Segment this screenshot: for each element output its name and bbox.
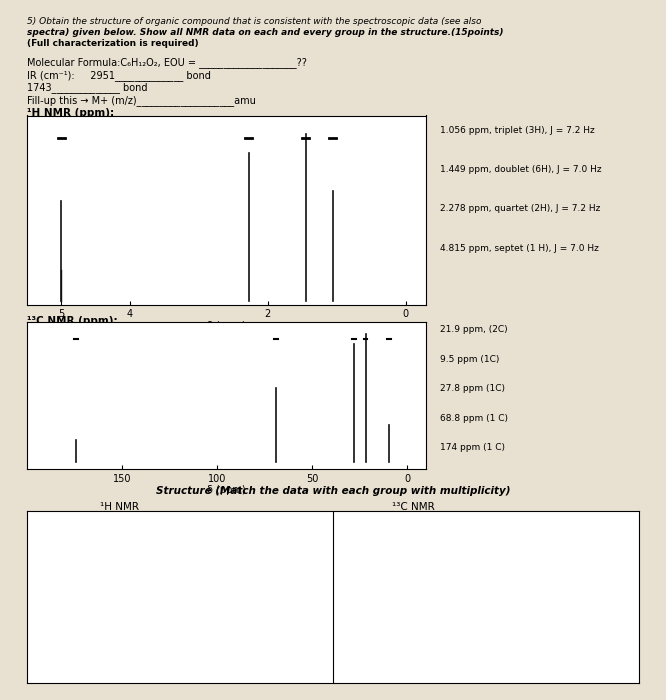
- Text: 27.8 ppm (1C): 27.8 ppm (1C): [440, 384, 505, 393]
- Text: ¹H NMR (ppm):: ¹H NMR (ppm):: [27, 108, 114, 118]
- Text: ¹H NMR: ¹H NMR: [101, 502, 139, 512]
- Text: 21.9 ppm, (2C): 21.9 ppm, (2C): [440, 326, 507, 335]
- Text: Fill-up this → M+ (m/z)____________________amu: Fill-up this → M+ (m/z)_________________…: [27, 95, 256, 106]
- Text: ¹³C NMR (ppm):: ¹³C NMR (ppm):: [27, 316, 117, 326]
- Text: 1.056 ppm, triplet (3H), J = 7.2 Hz: 1.056 ppm, triplet (3H), J = 7.2 Hz: [440, 126, 594, 135]
- Text: 4.815 ppm, septet (1 H), J = 7.0 Hz: 4.815 ppm, septet (1 H), J = 7.0 Hz: [440, 244, 599, 253]
- Text: 1.449 ppm, doublet (6H), J = 7.0 Hz: 1.449 ppm, doublet (6H), J = 7.0 Hz: [440, 165, 601, 174]
- Text: 9.5 ppm (1C): 9.5 ppm (1C): [440, 355, 499, 364]
- Text: ¹³C NMR: ¹³C NMR: [392, 502, 434, 512]
- X-axis label: δ (ppm): δ (ppm): [207, 321, 246, 331]
- X-axis label: δ (ppm): δ (ppm): [207, 485, 246, 496]
- Text: (Full characterization is required): (Full characterization is required): [27, 38, 198, 48]
- Text: 68.8 ppm (1 C): 68.8 ppm (1 C): [440, 414, 507, 423]
- Text: IR (cm⁻¹):     2951______________ bond: IR (cm⁻¹): 2951______________ bond: [27, 70, 210, 81]
- Text: 2.278 ppm, quartet (2H), J = 7.2 Hz: 2.278 ppm, quartet (2H), J = 7.2 Hz: [440, 204, 600, 214]
- Text: 1743______________ bond: 1743______________ bond: [27, 82, 147, 93]
- Text: Structure (Match the data with each group with multiplicity): Structure (Match the data with each grou…: [156, 486, 510, 496]
- Text: 174 ppm (1 C): 174 ppm (1 C): [440, 443, 505, 452]
- Text: 5) Obtain the structure of organic compound that is consistent with the spectros: 5) Obtain the structure of organic compo…: [27, 18, 481, 27]
- Text: Molecular Formula:C₆H₁₂O₂, EOU = ____________________??: Molecular Formula:C₆H₁₂O₂, EOU = _______…: [27, 57, 306, 69]
- Text: spectra) given below. Show all NMR data on each and every group in the structure: spectra) given below. Show all NMR data …: [27, 28, 503, 37]
